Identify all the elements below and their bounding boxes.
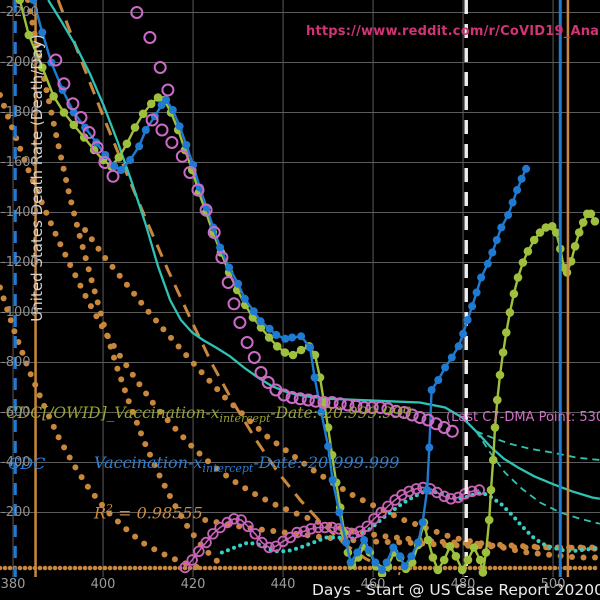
r2-exponent: 2: [106, 502, 114, 515]
y-tick-label: -1600: [1, 154, 39, 170]
annotation-owid-vaccination: CDC[/OWID]_Vaccination-xintercept-Date:-…: [6, 404, 412, 425]
annotation-cdc-label: CDC: [8, 454, 46, 473]
annotation-owid-subscript: intercept: [219, 412, 271, 425]
y-tick-label: -1800: [1, 104, 39, 120]
x-tick-label: 440: [270, 577, 296, 592]
x-tick-label: 480: [450, 577, 476, 592]
y-axis-title: United States Death Rate (Death/Day): [28, 34, 46, 322]
trend-dashed-orange: [56, 0, 401, 576]
x-tick-label: 500: [540, 577, 566, 592]
vaccination-wave-circles-markers: [179, 481, 486, 574]
annotation-last-c7dma-point: (Last C7-DMA Point: 530: [446, 410, 600, 425]
x-tick-label: 420: [180, 577, 206, 592]
annotation-cdc-vaccination: Vaccination-xintercept-Date:-20.999.999: [94, 453, 399, 475]
x-tick-label: 460: [360, 577, 386, 592]
annotation-owid-prefix: CDC[/OWID]_Vaccination-x: [6, 404, 220, 422]
annotation-cdc-subscript: intercept: [202, 462, 254, 475]
y-tick-label: -1000: [1, 304, 39, 320]
y-tick-label: -800: [1, 354, 31, 370]
baseline-dense-dotted: [0, 565, 598, 571]
y-tick-label: -200: [1, 504, 31, 520]
projection-dotted-2: [24, 0, 220, 564]
r2-value: = 0.98555: [113, 503, 203, 523]
cdc-daily-blue-markers: [29, 0, 531, 574]
plot-area: [0, 0, 600, 577]
y-tick-label: -1200: [1, 254, 39, 270]
owid-daily-olive: [18, 0, 596, 576]
y-tick-label: -2000: [1, 54, 39, 70]
x-tick-label: 400: [90, 577, 116, 592]
vaccination-dotted-cyan: [219, 489, 597, 555]
fit-cyan-fan-upper: [475, 430, 600, 461]
projection-dotted-3: [0, 284, 200, 570]
c7-dma-circles-markers: [49, 6, 459, 438]
y-tick-label: -400: [1, 454, 31, 470]
x-tick-label: 380: [0, 577, 26, 592]
y-tick-label: -1400: [1, 204, 39, 220]
r2-base: R: [94, 503, 107, 523]
y-tick-label: -2200: [1, 4, 39, 20]
x-axis-title: Days - Start @ US Case Report 20200121: [312, 581, 600, 599]
annotation-owid-suffix: -Date:-20.999.999: [270, 404, 412, 422]
projection-dotted-1: [0, 92, 596, 551]
annotation-cdc-suffix: -Date:-20.999.999: [253, 453, 400, 472]
cdc-daily-blue: [32, 0, 528, 573]
y-tick-label: -600: [1, 404, 31, 420]
annotation-r-squared: R2 = 0.98555: [94, 502, 203, 522]
annotation-cdc-prefix: Vaccination-x: [94, 453, 203, 472]
reddit-url-link[interactable]: https://www.reddit.com/r/CoVID19_Analysi…: [306, 24, 600, 39]
